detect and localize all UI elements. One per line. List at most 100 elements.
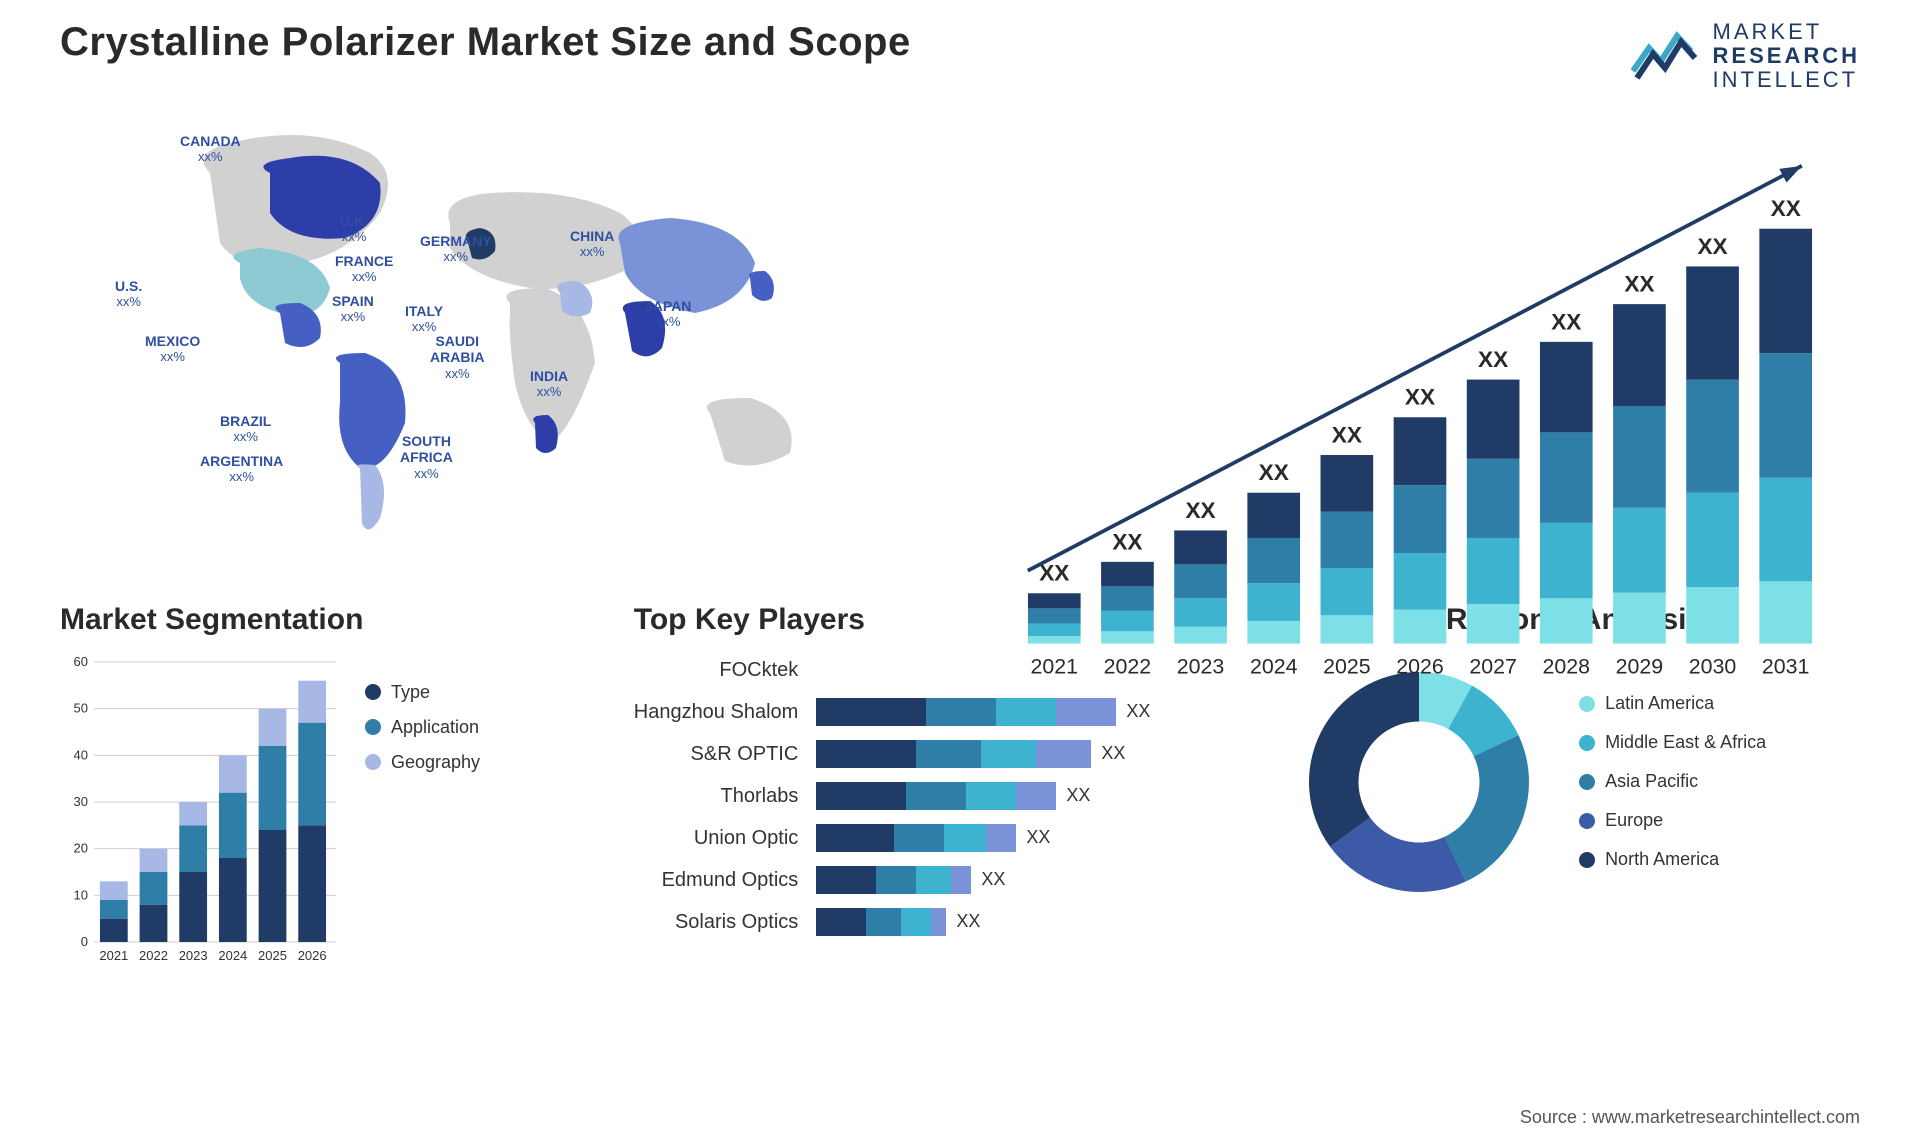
- seg-bar-segment: [259, 708, 287, 745]
- seg-bar-segment: [298, 722, 326, 825]
- top-row: CANADAxx%U.S.xx%MEXICOxx%BRAZILxx%ARGENT…: [0, 103, 1920, 583]
- donut-slice: [1445, 735, 1529, 881]
- growth-bar-segment: [1394, 553, 1447, 610]
- growth-bar-segment: [1686, 587, 1739, 644]
- seg-x-tick: 2023: [179, 948, 208, 963]
- growth-year-label: 2024: [1250, 654, 1298, 678]
- legend-label: Asia Pacific: [1605, 771, 1698, 792]
- growth-bar-segment: [1321, 568, 1374, 615]
- player-name: Thorlabs: [634, 782, 799, 810]
- map-country-label: ARGENTINAxx%: [200, 453, 283, 485]
- seg-bar-segment: [179, 802, 207, 825]
- regional-legend: Latin AmericaMiddle East & AfricaAsia Pa…: [1579, 693, 1766, 870]
- seg-bar-segment: [100, 881, 128, 900]
- map-country-label: BRAZILxx%: [220, 413, 271, 445]
- legend-dot-icon: [1579, 735, 1595, 751]
- map-country-label: MEXICOxx%: [145, 333, 200, 365]
- growth-bar-segment: [1028, 608, 1081, 623]
- player-bar-segment: [866, 908, 901, 936]
- seg-bar-segment: [179, 872, 207, 942]
- segmentation-legend-item: Type: [365, 682, 480, 703]
- player-bar-row: XX: [816, 782, 1150, 810]
- growth-bar-segment: [1540, 432, 1593, 523]
- logo-line-2: RESEARCH: [1713, 44, 1860, 68]
- player-bar-segment: [981, 740, 1036, 768]
- growth-year-label: 2029: [1616, 654, 1664, 678]
- growth-bar-segment: [1540, 522, 1593, 597]
- map-country-label: ITALYxx%: [405, 303, 443, 335]
- player-name: S&R OPTIC: [634, 740, 799, 768]
- growth-bar-segment: [1540, 598, 1593, 643]
- growth-bar-segment: [1467, 379, 1520, 458]
- growth-bar-segment: [1101, 610, 1154, 630]
- map-country-label: FRANCExx%: [335, 253, 393, 285]
- seg-bar-segment: [140, 904, 168, 941]
- growth-bar-segment: [1613, 592, 1666, 643]
- seg-y-tick: 20: [74, 840, 88, 855]
- seg-y-tick: 10: [74, 887, 88, 902]
- header: Crystalline Polarizer Market Size and Sc…: [0, 0, 1920, 103]
- seg-y-tick: 40: [74, 747, 88, 762]
- map-country-label: GERMANYxx%: [420, 233, 492, 265]
- segmentation-legend-item: Geography: [365, 752, 480, 773]
- legend-label: North America: [1605, 849, 1719, 870]
- growth-bar-label: XX: [1624, 271, 1654, 296]
- growth-bar-segment: [1686, 492, 1739, 586]
- growth-bar-segment: [1174, 598, 1227, 626]
- player-name: Union Optic: [634, 824, 799, 852]
- growth-bar-segment: [1759, 353, 1812, 477]
- player-bar-segment: [894, 824, 944, 852]
- player-bar-row: XX: [816, 908, 1150, 936]
- legend-label: Middle East & Africa: [1605, 732, 1766, 753]
- player-bar-segment: [816, 824, 894, 852]
- regional-legend-item: North America: [1579, 849, 1766, 870]
- seg-bar-segment: [259, 830, 287, 942]
- growth-bar-label: XX: [1771, 196, 1801, 221]
- growth-bar-segment: [1759, 228, 1812, 352]
- growth-bar-segment: [1247, 583, 1300, 621]
- player-value: XX: [981, 869, 1005, 890]
- seg-y-tick: 50: [74, 700, 88, 715]
- growth-bar-segment: [1686, 266, 1739, 379]
- seg-x-tick: 2024: [218, 948, 247, 963]
- player-bar-segment: [944, 824, 986, 852]
- growth-bar-label: XX: [1112, 529, 1142, 554]
- legend-dot-icon: [1579, 774, 1595, 790]
- player-bar-segment: [816, 782, 906, 810]
- player-bar-segment: [986, 824, 1016, 852]
- player-bar-segment: [816, 740, 916, 768]
- seg-bar-segment: [179, 825, 207, 872]
- brand-logo: MARKET RESEARCH INTELLECT: [1631, 20, 1860, 93]
- growth-bar-segment: [1321, 615, 1374, 643]
- growth-bar-segment: [1467, 538, 1520, 604]
- map-country-label: JAPANxx%: [645, 298, 691, 330]
- map-country-label: U.S.xx%: [115, 278, 142, 310]
- growth-bar-segment: [1321, 455, 1374, 512]
- player-bar-segment: [816, 698, 926, 726]
- legend-dot-icon: [365, 719, 381, 735]
- growth-bar-label: XX: [1405, 384, 1435, 409]
- player-bar-segment: [951, 866, 971, 894]
- seg-y-tick: 60: [74, 654, 88, 669]
- seg-x-tick: 2022: [139, 948, 168, 963]
- player-bar-group: [816, 782, 1056, 810]
- growth-year-label: 2025: [1323, 654, 1371, 678]
- player-bar-segment: [1016, 782, 1056, 810]
- player-bar-segment: [916, 866, 951, 894]
- player-bar-segment: [816, 908, 866, 936]
- regional-legend-item: Middle East & Africa: [1579, 732, 1766, 753]
- logo-text: MARKET RESEARCH INTELLECT: [1713, 20, 1860, 93]
- seg-bar-segment: [298, 680, 326, 722]
- seg-bar-segment: [100, 918, 128, 941]
- player-bar-row: XX: [816, 740, 1150, 768]
- player-bar-segment: [931, 908, 946, 936]
- player-bar-group: [816, 740, 1091, 768]
- growth-bar-label: XX: [1332, 422, 1362, 447]
- growth-bar-segment: [1394, 417, 1447, 485]
- growth-bar-segment: [1247, 538, 1300, 583]
- map-country-label: SOUTHAFRICAxx%: [400, 433, 453, 482]
- seg-bar-segment: [219, 755, 247, 792]
- seg-x-tick: 2026: [298, 948, 327, 963]
- seg-bar-segment: [219, 792, 247, 857]
- seg-x-tick: 2021: [99, 948, 128, 963]
